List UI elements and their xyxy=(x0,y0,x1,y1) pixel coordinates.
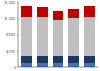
Bar xyxy=(84,6,95,17)
Bar xyxy=(84,17,95,56)
Bar xyxy=(21,56,32,63)
Bar xyxy=(52,56,64,63)
Bar xyxy=(37,7,48,17)
Bar xyxy=(68,56,79,63)
Bar xyxy=(37,63,48,67)
Bar xyxy=(84,56,95,63)
Bar xyxy=(68,63,79,67)
Bar xyxy=(84,63,95,67)
Bar xyxy=(52,63,64,67)
Bar xyxy=(52,20,64,56)
Bar xyxy=(37,56,48,63)
Bar xyxy=(21,17,32,56)
Bar xyxy=(37,17,48,56)
Bar xyxy=(21,6,32,17)
Bar xyxy=(21,63,32,67)
Bar xyxy=(68,18,79,56)
Bar xyxy=(52,11,64,20)
Bar xyxy=(68,9,79,18)
